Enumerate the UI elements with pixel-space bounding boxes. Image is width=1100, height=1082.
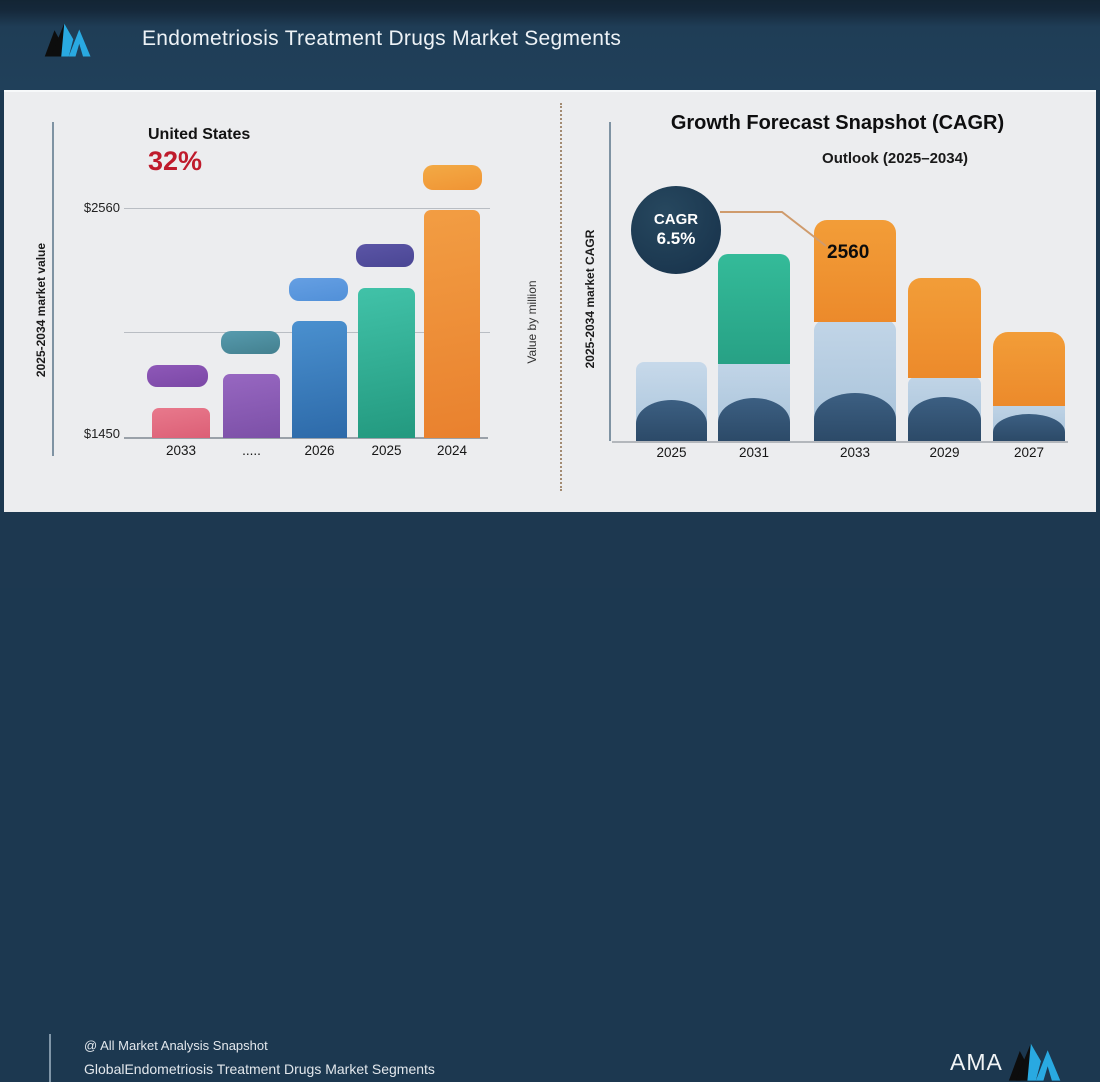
left-bar-cap-2024 — [423, 165, 482, 190]
right-x-label-2027: 2027 — [1013, 445, 1045, 460]
left-chart-region-label: United States — [148, 126, 251, 143]
right-bar-segment-2027-2 — [993, 414, 1065, 441]
left-x-label-2026: 2026 — [304, 443, 335, 458]
footer-title-line: GlobalEndometriosis Treatment Drugs Mark… — [84, 1061, 435, 1077]
left-y-tick-1450: $1450 — [83, 426, 120, 441]
panel-divider — [560, 103, 562, 491]
right-x-axis-line — [612, 441, 1068, 443]
footer-divider-line — [49, 1034, 51, 1082]
left-bar-2026 — [292, 321, 347, 438]
left-bar-cap-..... — [221, 331, 280, 354]
left-x-label-.....: ..... — [242, 443, 261, 458]
left-bar-cap-2026 — [289, 278, 348, 301]
cagr-badge-label: CAGR — [653, 211, 699, 228]
footer-source-line: @ All Market Analysis Snapshot — [84, 1038, 268, 1053]
right-x-label-2033: 2033 — [839, 445, 871, 460]
right-bar-segment-2033-2 — [814, 393, 896, 441]
right-chart-subtitle: Outlook (2025–2034) — [822, 150, 968, 167]
left-y-axis-line — [52, 122, 54, 456]
right-bar-segment-2027-1 — [993, 332, 1065, 406]
page-title: Endometriosis Treatment Drugs Market Seg… — [142, 27, 622, 50]
right-bar-segment-2029-1 — [908, 278, 981, 378]
right-bar-segment-2033-1 — [814, 220, 896, 322]
value-by-million-label: Value by million — [525, 280, 539, 364]
right-bar-segment-2025-1 — [636, 400, 707, 441]
footer-ama-logo-icon — [1008, 1043, 1061, 1081]
left-x-label-2024: 2024 — [436, 443, 468, 458]
ama-logo-icon — [44, 23, 91, 57]
cagr-badge-value: 6.5% — [656, 229, 696, 248]
left-gridline-upper — [124, 208, 490, 209]
left-x-axis-line — [124, 437, 488, 439]
left-bar-cap-2033 — [147, 365, 208, 387]
right-bar-segment-2029-2 — [908, 397, 981, 441]
left-x-label-2033: 2033 — [165, 443, 197, 458]
cagr-badge: CAGR 6.5% — [631, 186, 721, 274]
right-bar-segment-2031-2 — [718, 398, 790, 441]
right-bar-segment-2031-1 — [718, 254, 790, 364]
peak-value-label: 2560 — [827, 242, 870, 263]
header: Endometriosis Treatment Drugs Market Seg… — [0, 0, 1100, 90]
left-chart-growth-value: 32% — [148, 146, 203, 176]
right-chart-title: Growth Forecast Snapshot (CAGR) — [670, 112, 1005, 134]
left-bar-2033 — [152, 408, 210, 438]
footer: @ All Market Analysis Snapshot GlobalEnd… — [0, 512, 1100, 1082]
left-bar-2024 — [424, 210, 480, 438]
right-x-label-2031: 2031 — [738, 445, 770, 460]
left-x-label-2025: 2025 — [371, 443, 402, 458]
right-x-label-2029: 2029 — [929, 445, 960, 460]
left-bar-..... — [223, 374, 280, 438]
right-x-label-2025: 2025 — [656, 445, 687, 460]
footer-brand-text: AMA — [950, 1049, 1003, 1075]
left-y-tick-2560: $2560 — [83, 200, 120, 215]
right-y-axis-title: 2025-2034 market CAGR — [583, 229, 597, 369]
left-y-axis-title: 2025-2034 market value — [34, 242, 48, 378]
left-bar-2025 — [358, 288, 415, 438]
left-bar-cap-2025 — [356, 244, 414, 267]
right-y-axis-line — [609, 122, 611, 441]
